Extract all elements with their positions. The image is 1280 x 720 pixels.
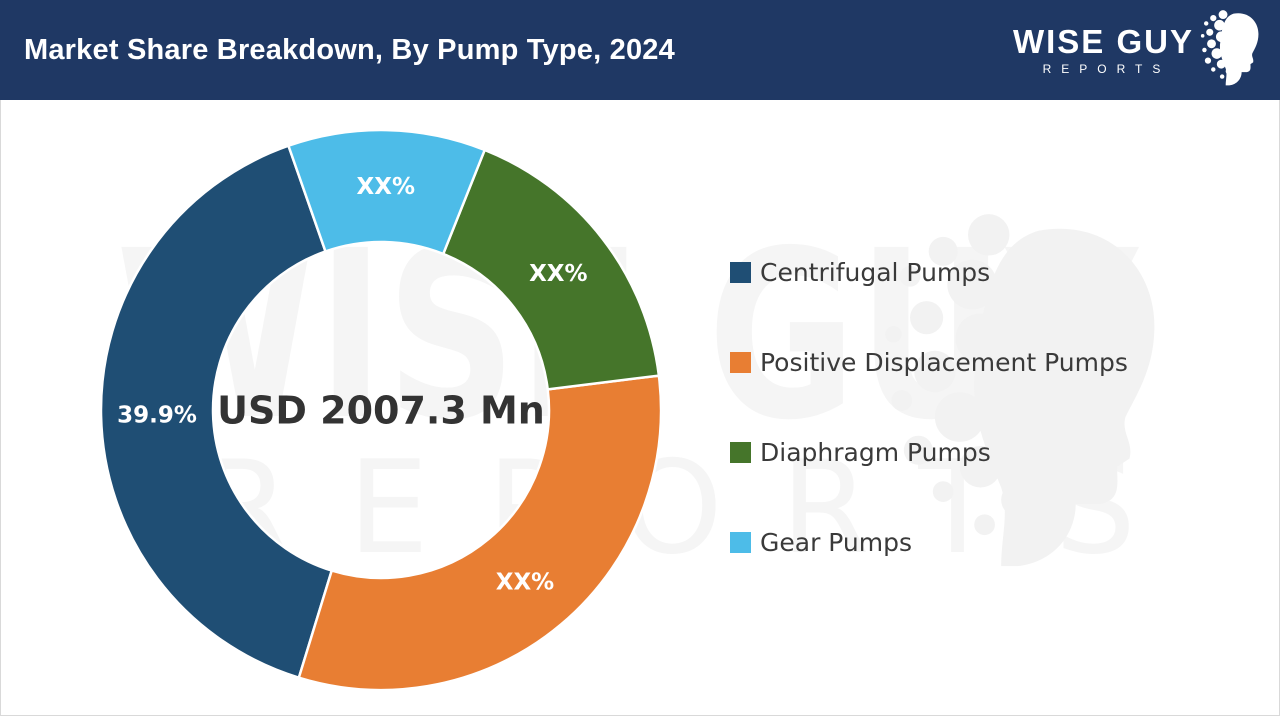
legend-swatch-diaphragm-pumps	[730, 441, 751, 463]
donut-segment-gear-pumps	[287, 128, 486, 256]
legend-swatch-gear-pumps	[730, 531, 751, 553]
segment-label-gear-pumps: XX%	[357, 174, 416, 200]
dotted-head-icon	[1200, 10, 1259, 86]
brand-logo-text: WISE GUY REPORTS	[1013, 25, 1194, 76]
donut-center-value: USD 2007.3 Mn	[217, 388, 545, 432]
brand-name: WISE GUY	[1012, 22, 1194, 60]
legend-label-centrifugal-pumps: Centrifugal Pumps	[760, 257, 991, 287]
brand-subname: REPORTS	[1042, 61, 1171, 76]
legend-swatch-centrifugal-pumps	[730, 261, 751, 283]
legend-item-centrifugal-pumps: Centrifugal Pumps	[730, 257, 990, 287]
chart-canvas: WISE GUY REPORTS USD 2007.3 Mn	[0, 100, 1280, 716]
donut-chart: USD 2007.3 Mn 39.9% XX% XX% XX%	[99, 128, 663, 692]
legend-label-positive-displacement-pumps: Positive Displacement Pumps	[760, 347, 1128, 377]
donut-segment-positive-displacement-pumps	[297, 374, 663, 692]
legend-item-diaphragm-pumps: Diaphragm Pumps	[730, 437, 991, 467]
donut-segment-centrifugal-pumps	[99, 144, 333, 679]
page-title: Market Share Breakdown, By Pump Type, 20…	[24, 33, 675, 66]
legend-label-diaphragm-pumps: Diaphragm Pumps	[760, 437, 991, 467]
legend-item-positive-displacement-pumps: Positive Displacement Pumps	[730, 347, 1128, 377]
segment-label-centrifugal-pumps: 39.9%	[117, 402, 197, 428]
brand-logo: WISE GUY REPORTS	[1013, 0, 1262, 100]
legend-swatch-positive-displacement-pumps	[730, 351, 751, 373]
header-bar: Market Share Breakdown, By Pump Type, 20…	[0, 0, 1280, 100]
segment-label-positive-displacement-pumps: XX%	[496, 570, 555, 596]
segment-label-diaphragm-pumps: XX%	[529, 261, 588, 287]
donut-segment-diaphragm-pumps	[441, 148, 661, 391]
legend-item-gear-pumps: Gear Pumps	[730, 527, 912, 557]
legend-label-gear-pumps: Gear Pumps	[760, 527, 913, 557]
